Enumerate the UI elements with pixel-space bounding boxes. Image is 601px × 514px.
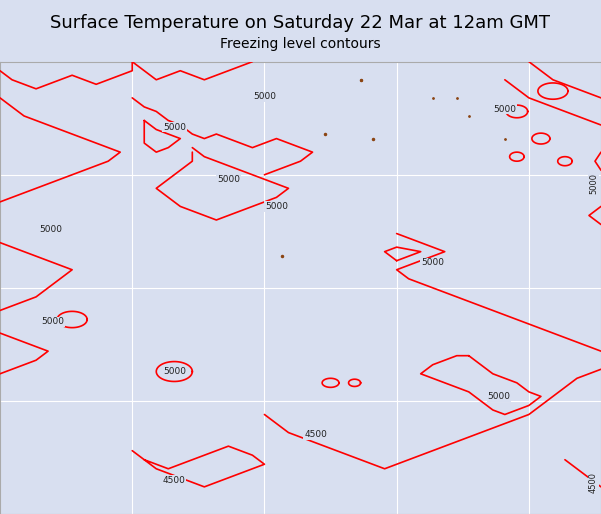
Text: 5000: 5000 <box>163 123 186 132</box>
Text: 5000: 5000 <box>217 175 240 184</box>
Text: 5000: 5000 <box>421 259 444 267</box>
Text: 4500: 4500 <box>304 430 327 439</box>
Text: 5000: 5000 <box>163 367 186 376</box>
Text: Freezing level contours: Freezing level contours <box>220 36 381 51</box>
Text: 5000: 5000 <box>40 225 63 233</box>
Text: 4500: 4500 <box>589 472 598 493</box>
Text: Surface Temperature on Saturday 22 Mar at 12am GMT: Surface Temperature on Saturday 22 Mar a… <box>50 14 551 32</box>
Text: 4500: 4500 <box>163 475 186 485</box>
Text: 5000: 5000 <box>493 105 516 114</box>
Text: 5000: 5000 <box>589 173 598 194</box>
Text: 5000: 5000 <box>41 317 64 326</box>
Text: 5000: 5000 <box>253 93 276 101</box>
Text: 5000: 5000 <box>487 392 510 401</box>
Text: 5000: 5000 <box>265 202 288 211</box>
